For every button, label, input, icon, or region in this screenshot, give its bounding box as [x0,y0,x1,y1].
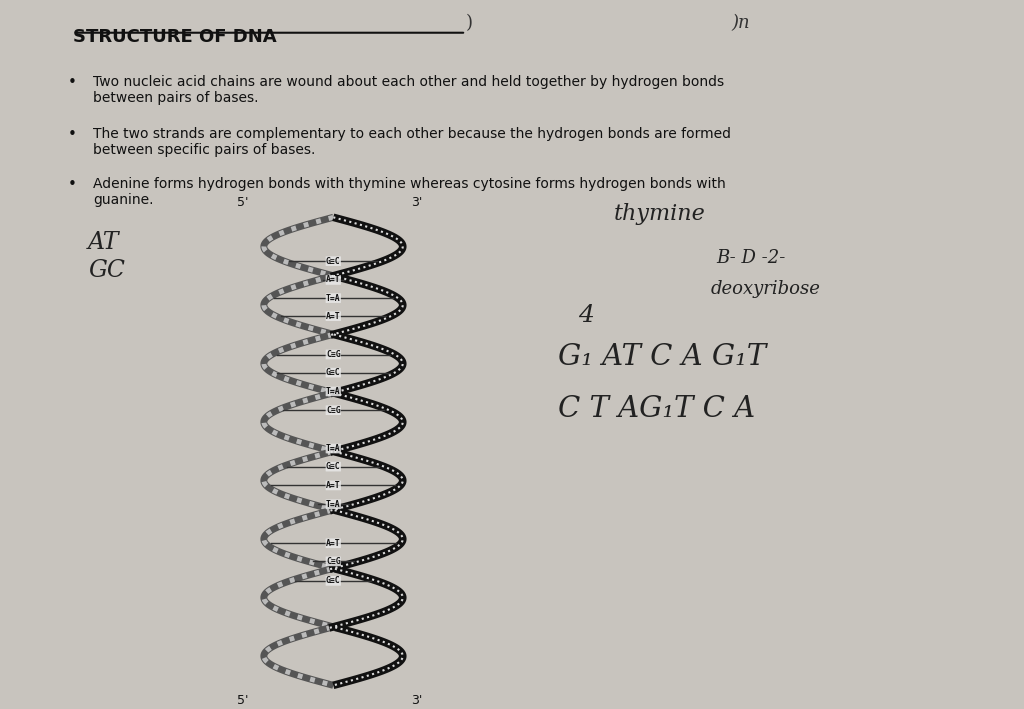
Text: Two nucleic acid chains are wound about each other and held together by hydrogen: Two nucleic acid chains are wound about … [93,74,724,105]
Text: T=A: T=A [326,500,341,509]
Text: A=T: A=T [326,539,341,548]
Text: A=T: A=T [326,312,341,320]
Text: Adenine forms hydrogen bonds with thymine whereas cytosine forms hydrogen bonds : Adenine forms hydrogen bonds with thymin… [93,177,726,207]
Text: C≡G: C≡G [326,350,341,359]
Text: C≡G: C≡G [326,406,341,415]
Text: 5': 5' [237,693,249,707]
Text: •: • [68,127,77,142]
Text: •: • [68,177,77,192]
Text: G≡C: G≡C [326,462,341,471]
Text: A=T: A=T [326,276,341,284]
Text: GC: GC [88,259,125,282]
Text: 5': 5' [237,196,249,209]
Text: C≡G: C≡G [326,557,341,566]
Text: G≡C: G≡C [326,368,341,377]
Text: T=A: T=A [326,444,341,453]
Text: 3': 3' [411,196,422,209]
Text: The two strands are complementary to each other because the hydrogen bonds are f: The two strands are complementary to eac… [93,127,731,157]
Text: A=T: A=T [326,481,341,490]
Text: G≡C: G≡C [326,257,341,266]
Text: deoxyribose: deoxyribose [711,280,821,298]
Text: AT: AT [88,231,120,255]
Text: 3': 3' [411,693,422,707]
Text: C T AG₁T C A: C T AG₁T C A [558,395,755,423]
Text: G₁ AT C A G₁T: G₁ AT C A G₁T [558,342,766,371]
Text: thymine: thymine [614,203,706,225]
Text: STRUCTURE OF DNA: STRUCTURE OF DNA [73,28,276,46]
Text: G≡C: G≡C [326,576,341,586]
Text: •: • [68,74,77,89]
Text: B- D -2-: B- D -2- [716,249,785,267]
Text: 4: 4 [579,304,594,328]
Text: T=A: T=A [326,294,341,303]
Text: )n: )n [731,14,751,32]
Text: ): ) [466,14,473,32]
Text: T=A: T=A [326,387,341,396]
